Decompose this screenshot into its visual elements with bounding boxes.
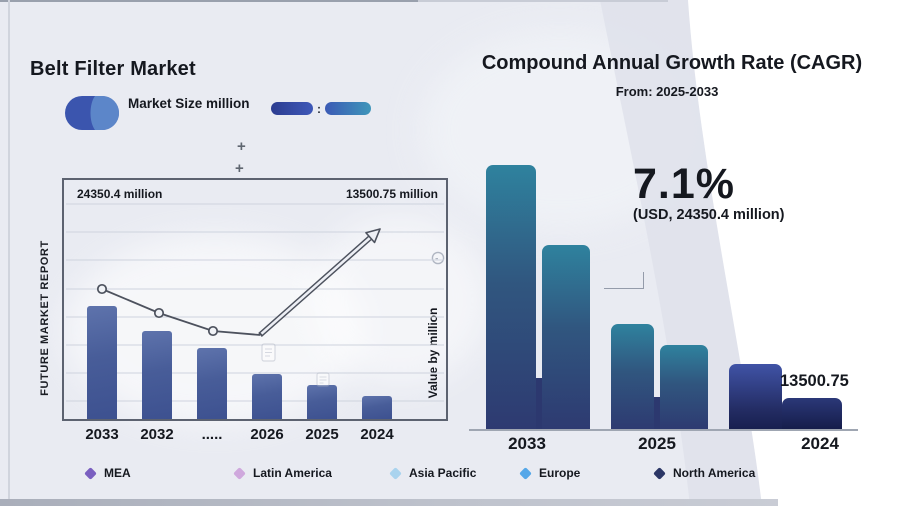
callout-value: 13500.75	[780, 372, 849, 390]
legend-item-latin-america: Latin America	[233, 466, 332, 480]
right-bar-merge	[654, 397, 660, 430]
right-x-label-2033: 2033	[508, 434, 546, 453]
left-chart-panel: 24350.4 million 13500.75 million	[62, 178, 448, 421]
left-x-label-2025: 2025	[305, 426, 339, 443]
left-x-label-2032: 2032	[140, 426, 174, 443]
legend-label: MEA	[104, 466, 131, 480]
right-bar-2033-2	[542, 245, 590, 430]
legend-label: Europe	[539, 466, 581, 480]
legend-item-asia-pacific: Asia Pacific	[389, 466, 477, 480]
left-bar-2032	[142, 331, 172, 419]
legend-label: Asia Pacific	[409, 466, 477, 480]
left-x-label-2024: 2024	[360, 426, 394, 443]
end-value-label: 13500.75 million	[345, 187, 438, 201]
plus-mark-2: +	[235, 160, 244, 177]
legend-label: Latin America	[253, 466, 332, 480]
trendline-layer	[66, 203, 444, 402]
legend-item-europe: Europe	[519, 466, 581, 480]
left-bars-group	[64, 180, 446, 419]
ratio-pills-icon: :	[271, 102, 371, 116]
right-x-label-2024: 2024	[801, 434, 839, 453]
right-bar-merge	[536, 378, 542, 430]
right-bar-2024-1	[729, 364, 782, 430]
cylinder-icon	[65, 96, 119, 130]
right-bar-2024-2	[782, 398, 842, 430]
market-size-label: Market Size million	[128, 96, 250, 111]
legend-diamond-icon	[389, 466, 402, 480]
right-chart-title: Compound Annual Growth Rate (CAGR)	[481, 52, 863, 74]
legend-item-north-america: North America	[653, 466, 756, 480]
watermark-label: FUTURE MARKET REPORT	[39, 240, 51, 396]
left-bar-2033	[87, 306, 117, 419]
right-bar-2025-2	[660, 345, 708, 430]
page-title: Belt Filter Market	[30, 58, 196, 80]
step-decoration	[604, 272, 644, 289]
right-bar-2033-1	[486, 165, 536, 430]
legend-item-mea: MEA	[84, 466, 131, 480]
left-bar-2024	[362, 396, 392, 419]
document-icon-2	[316, 372, 330, 387]
legend-diamond-icon	[519, 466, 532, 480]
legend-diamond-icon	[84, 466, 97, 480]
left-x-label-2026: 2026	[250, 426, 284, 443]
top-edge-line-faint	[418, 0, 668, 2]
cagr-value: 7.1%	[633, 160, 736, 208]
document-icon	[261, 343, 276, 362]
start-value-label: 24350.4 million	[77, 187, 163, 201]
ratio-colon: :	[317, 102, 321, 116]
left-bar-2025	[307, 385, 337, 419]
legend-diamond-icon	[233, 466, 246, 480]
legend-label: North America	[673, 466, 756, 480]
top-edge-line	[0, 0, 420, 2]
legend-diamond-icon	[653, 466, 666, 480]
left-x-label-2033: 2033	[85, 426, 119, 443]
clock-icon	[431, 251, 445, 265]
left-x-axis-labels: 2033 2032..... 2026 2025 2024	[62, 426, 448, 444]
right-chart-subtitle: From: 2025-2033	[615, 84, 719, 99]
left-bar-2026	[252, 374, 282, 419]
cagr-detail: (USD, 24350.4 million)	[633, 207, 785, 223]
left-edge-line	[8, 0, 10, 499]
left-x-label-.....: .....	[201, 426, 223, 443]
right-bar-2025-1	[611, 324, 654, 430]
plus-mark-1: +	[237, 138, 246, 155]
bottom-edge-strip	[0, 499, 778, 506]
right-x-axis-line	[469, 429, 858, 431]
right-x-label-2025: 2025	[638, 434, 676, 453]
left-bar-.....	[197, 348, 227, 419]
